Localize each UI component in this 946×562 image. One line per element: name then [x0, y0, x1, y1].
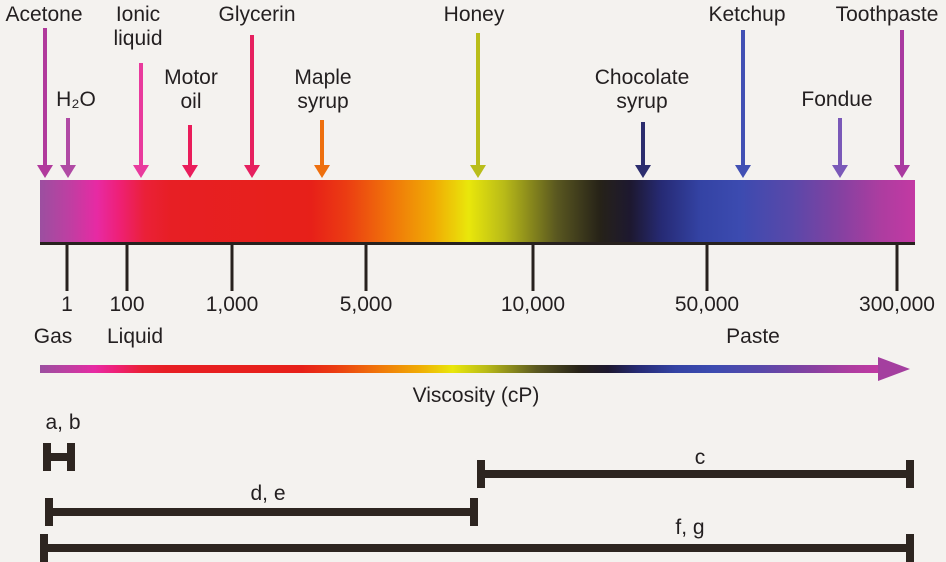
arrow-shaft — [250, 35, 254, 168]
motor-oil-label: Motor oil — [164, 66, 218, 113]
arrow-head — [894, 165, 910, 178]
viscosity-gradient-bar — [40, 180, 915, 245]
axis-tick-label: 50,000 — [674, 293, 740, 316]
range-bar-fg — [40, 534, 914, 562]
arrow-shaft — [900, 30, 904, 168]
range-label-ab: a, b — [45, 411, 81, 434]
range-bar-ab — [43, 443, 75, 471]
axis-tick-label: 100 — [109, 293, 145, 316]
ketchup-label: Ketchup — [708, 3, 786, 26]
axis-tick — [364, 245, 368, 291]
ionic-liquid-arrow-icon — [133, 63, 149, 178]
range-bar-c — [477, 460, 914, 488]
viscosity-direction-arrow — [40, 365, 882, 373]
axis-tick-label: 10,000 — [500, 293, 566, 316]
arrow-shaft — [838, 118, 842, 168]
right-arrowhead-icon — [878, 357, 910, 381]
range-bar-de — [45, 498, 478, 526]
chocolate-syrup-arrow-icon — [635, 122, 651, 178]
fondue-label: Fondue — [801, 88, 873, 111]
axis-tick — [230, 245, 234, 291]
toothpaste-arrow-icon — [894, 30, 910, 178]
acetone-arrow-icon — [37, 28, 53, 178]
maple-syrup-label: Maple syrup — [294, 66, 352, 113]
arrow-shaft — [139, 63, 143, 168]
viscosity-unit-label: Viscosity (cP) — [412, 384, 540, 407]
axis-tick — [705, 245, 709, 291]
axis-tick-label: 5,000 — [339, 293, 393, 316]
phase-label-paste: Paste — [726, 325, 780, 348]
arrow-shaft — [188, 125, 192, 168]
fondue-arrow-icon — [832, 118, 848, 178]
water-arrow-icon — [60, 118, 76, 178]
arrow-head — [244, 165, 260, 178]
axis-tick-label: 1,000 — [205, 293, 259, 316]
toothpaste-label: Toothpaste — [835, 3, 939, 26]
arrow-head — [832, 165, 848, 178]
axis-tick-label: 300,000 — [859, 293, 935, 316]
axis-tick — [895, 245, 899, 291]
arrow-shaft — [641, 122, 645, 168]
axis-tick-label: 1 — [61, 293, 73, 316]
motor-oil-arrow-icon — [182, 125, 198, 178]
arrow-head — [37, 165, 53, 178]
arrow-shaft — [476, 33, 480, 168]
arrow-head — [60, 165, 76, 178]
arrow-head — [133, 165, 149, 178]
phase-label-liquid: Liquid — [106, 325, 164, 348]
range-label-fg: f, g — [675, 516, 705, 539]
axis-tick — [125, 245, 129, 291]
chocolate-syrup-label: Chocolate syrup — [594, 66, 690, 113]
acetone-label: Acetone — [5, 3, 83, 26]
ionic-liquid-label: Ionic liquid — [113, 3, 163, 50]
glycerin-arrow-icon — [244, 35, 260, 178]
honey-label: Honey — [443, 3, 505, 26]
ketchup-arrow-icon — [735, 30, 751, 178]
water-label: H₂O — [56, 88, 96, 111]
maple-syrup-arrow-icon — [314, 120, 330, 178]
honey-arrow-icon — [470, 33, 486, 178]
range-label-c: c — [694, 446, 706, 469]
arrow-head — [470, 165, 486, 178]
glycerin-label: Glycerin — [218, 3, 296, 26]
arrow-shaft — [741, 30, 745, 168]
arrow-head — [182, 165, 198, 178]
arrow-head — [735, 165, 751, 178]
phase-label-gas: Gas — [33, 325, 73, 348]
arrow-head — [314, 165, 330, 178]
range-label-de: d, e — [250, 482, 286, 505]
arrow-head — [635, 165, 651, 178]
axis-tick — [531, 245, 535, 291]
axis-tick — [65, 245, 69, 291]
arrow-shaft — [66, 118, 70, 168]
arrow-shaft — [43, 28, 47, 168]
arrow-shaft — [320, 120, 324, 168]
